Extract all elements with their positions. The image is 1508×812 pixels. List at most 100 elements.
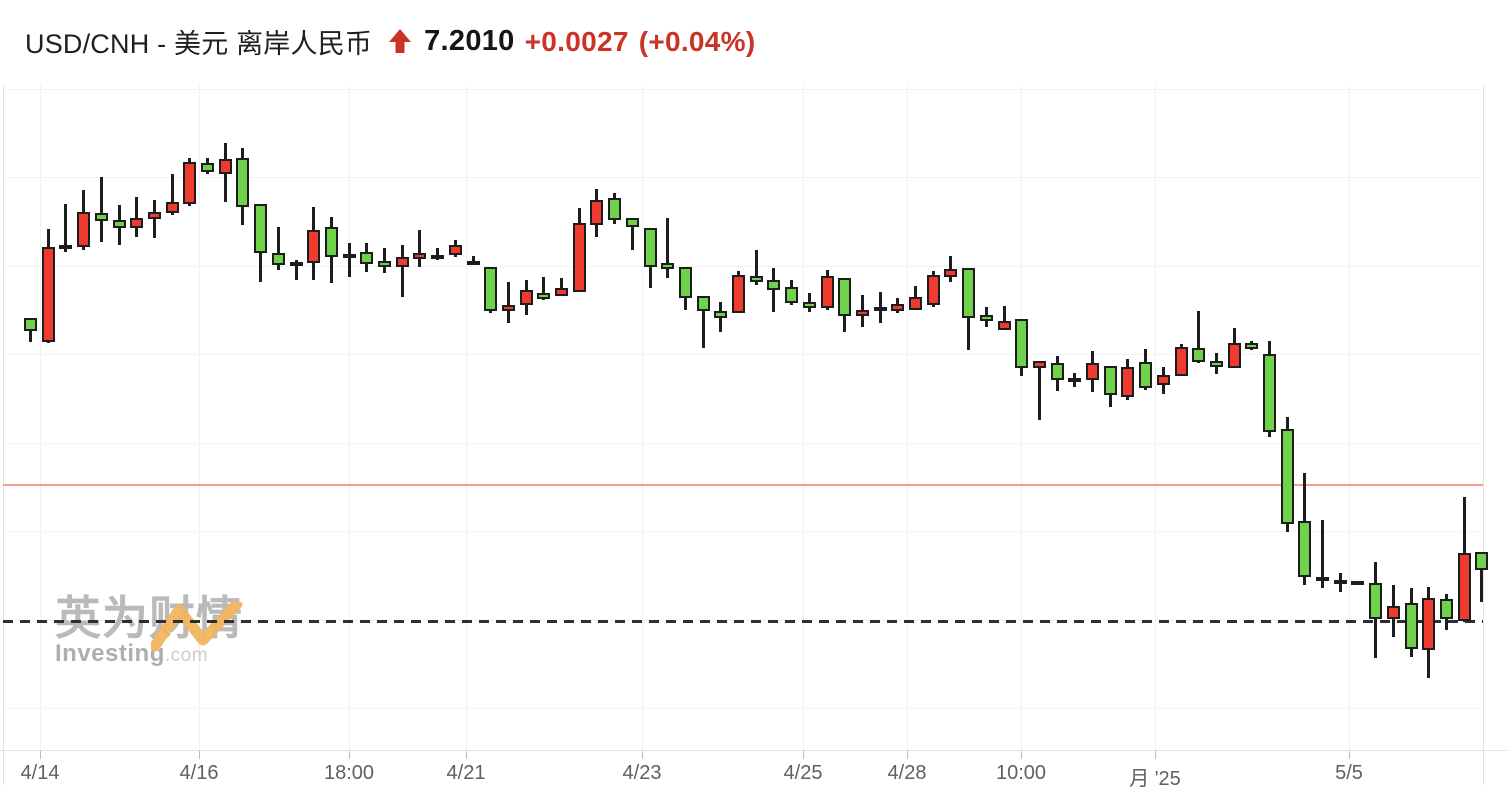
candle-bullish[interactable] <box>589 200 603 225</box>
candle-bullish[interactable] <box>997 321 1011 330</box>
candle-doji[interactable] <box>466 261 480 265</box>
candle-bearish[interactable] <box>112 220 126 228</box>
candle-bullish[interactable] <box>1120 367 1134 397</box>
candle-bullish[interactable] <box>572 223 586 292</box>
candle-bearish[interactable] <box>1297 521 1311 577</box>
candle-bearish[interactable] <box>643 228 657 267</box>
candle-bearish[interactable] <box>979 315 993 321</box>
candle-wick <box>1479 552 1483 602</box>
watermark-swoosh-icon <box>151 602 243 652</box>
candle-bearish[interactable] <box>200 163 214 172</box>
candle-wick <box>1002 306 1006 330</box>
candle-bearish[interactable] <box>1014 319 1028 368</box>
up-arrow-icon <box>388 28 412 55</box>
candle-bullish[interactable] <box>218 159 232 174</box>
x-axis-line <box>0 750 1508 751</box>
candle-bullish[interactable] <box>820 276 834 308</box>
candle-doji[interactable] <box>1315 577 1329 581</box>
candle-bullish[interactable] <box>501 305 515 311</box>
candle-bearish[interactable] <box>359 252 373 264</box>
candle-bearish[interactable] <box>1050 363 1064 380</box>
candle-bullish[interactable] <box>731 275 745 313</box>
candle-wick <box>754 250 758 285</box>
candle-bearish[interactable] <box>678 267 692 298</box>
candle-bullish[interactable] <box>890 304 904 311</box>
candle-bullish[interactable] <box>855 310 869 316</box>
candle-bearish[interactable] <box>696 296 710 311</box>
candle-bearish[interactable] <box>377 261 391 267</box>
gridline-vertical <box>642 85 643 750</box>
candle-bearish[interactable] <box>483 267 497 311</box>
candle-bearish[interactable] <box>1439 599 1453 619</box>
candle-bullish[interactable] <box>908 297 922 310</box>
candle-wick <box>63 204 67 252</box>
candle-bullish[interactable] <box>1457 553 1471 621</box>
candle-bearish[interactable] <box>784 287 798 303</box>
candle-bearish[interactable] <box>625 218 639 227</box>
candle-bearish[interactable] <box>253 204 267 253</box>
candle-doji[interactable] <box>58 245 72 249</box>
candle-wick <box>99 177 103 242</box>
candle-bullish[interactable] <box>519 290 533 305</box>
candle-bullish[interactable] <box>412 253 426 259</box>
candle-bullish[interactable] <box>41 247 55 342</box>
candle-bearish[interactable] <box>1280 429 1294 524</box>
candle-bullish[interactable] <box>1156 375 1170 385</box>
x-axis-label: 4/14 <box>20 762 60 784</box>
candle-wick <box>701 296 705 348</box>
candle-doji[interactable] <box>873 307 887 311</box>
candle-bullish[interactable] <box>395 257 409 267</box>
candle-bullish[interactable] <box>448 245 462 255</box>
candle-bullish[interactable] <box>554 288 568 296</box>
candle-bearish[interactable] <box>536 293 550 299</box>
candle-doji[interactable] <box>430 255 444 259</box>
candle-bearish[interactable] <box>961 268 975 318</box>
candle-bearish[interactable] <box>1474 552 1488 570</box>
candle-bearish[interactable] <box>324 227 338 257</box>
candle-bullish[interactable] <box>182 162 196 204</box>
candle-wick <box>506 282 510 323</box>
candle-bullish[interactable] <box>165 202 179 213</box>
candle-bearish[interactable] <box>1103 366 1117 395</box>
candle-bearish[interactable] <box>1244 343 1258 349</box>
candle-bearish[interactable] <box>1209 361 1223 367</box>
candle-bullish[interactable] <box>1421 598 1435 650</box>
candle-bearish[interactable] <box>235 158 249 207</box>
candle-bearish[interactable] <box>607 198 621 220</box>
candle-bullish[interactable] <box>1032 361 1046 368</box>
candle-bearish[interactable] <box>749 276 763 282</box>
candle-bearish[interactable] <box>766 280 780 290</box>
candle-bearish[interactable] <box>1404 603 1418 649</box>
candle-bearish[interactable] <box>271 253 285 265</box>
candle-doji[interactable] <box>1350 581 1364 585</box>
candle-doji[interactable] <box>1067 378 1081 382</box>
candle-bearish[interactable] <box>1138 362 1152 388</box>
candle-bearish[interactable] <box>1368 583 1382 619</box>
x-axis-label: 5/5 <box>1335 762 1363 784</box>
candle-wick <box>665 218 669 278</box>
candle-bullish[interactable] <box>943 269 957 277</box>
candle-bearish[interactable] <box>837 278 851 316</box>
candle-bearish[interactable] <box>94 213 108 221</box>
candle-bullish[interactable] <box>147 212 161 219</box>
candle-doji[interactable] <box>342 254 356 258</box>
candle-bullish[interactable] <box>306 230 320 263</box>
quote-header: USD/CNH - 美元 离岸人民币 7.2010 +0.0027 (+0.04… <box>25 22 756 61</box>
x-axis-tick <box>466 751 467 759</box>
candle-bearish[interactable] <box>23 318 37 331</box>
candle-bullish[interactable] <box>1386 606 1400 619</box>
candle-bullish[interactable] <box>129 218 143 228</box>
candle-bullish[interactable] <box>1174 347 1188 376</box>
candle-bearish[interactable] <box>660 263 674 269</box>
candle-doji[interactable] <box>289 262 303 266</box>
candle-bearish[interactable] <box>1191 348 1205 362</box>
candle-bearish[interactable] <box>802 302 816 308</box>
candle-bullish[interactable] <box>1085 363 1099 380</box>
candle-bullish[interactable] <box>926 275 940 305</box>
candle-bullish[interactable] <box>1227 343 1241 368</box>
candle-bearish[interactable] <box>1262 354 1276 432</box>
candle-doji[interactable] <box>1333 580 1347 584</box>
candle-bullish[interactable] <box>76 212 90 247</box>
candle-bearish[interactable] <box>713 311 727 318</box>
